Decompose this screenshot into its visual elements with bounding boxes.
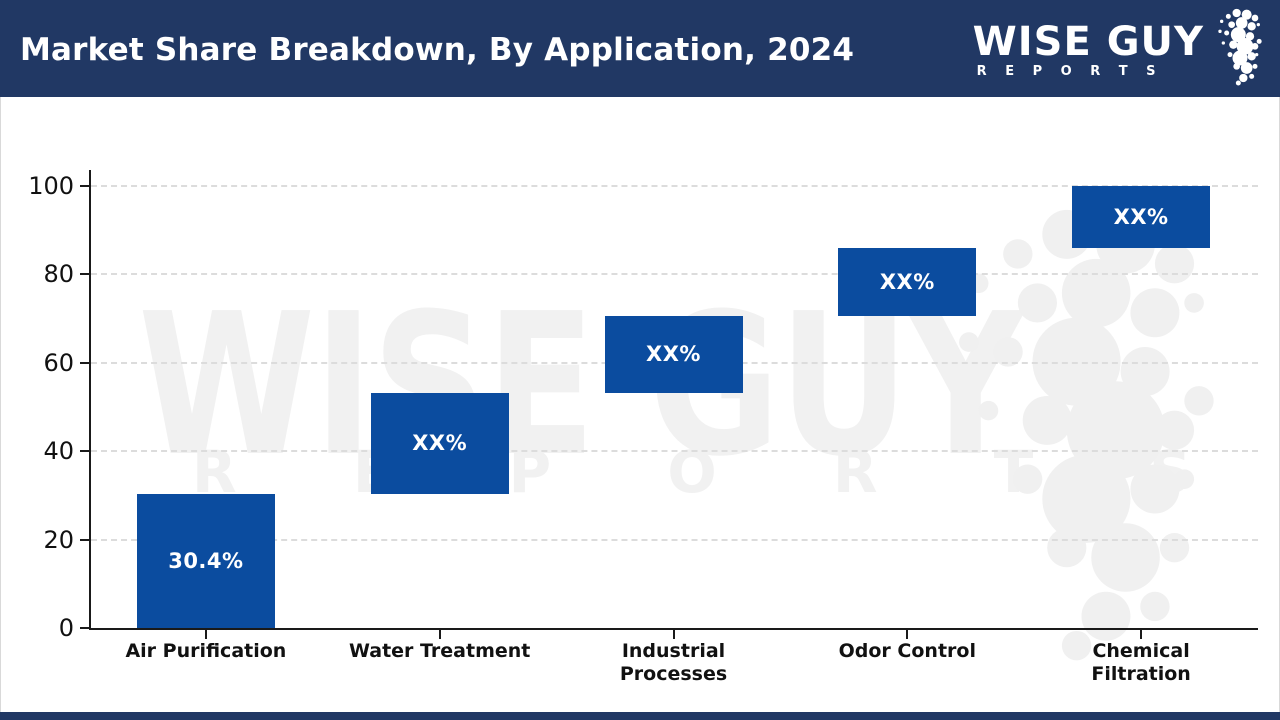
bar-value-label: XX%	[412, 431, 468, 456]
brand-logo: WISE GUY R E P O R T S	[973, 8, 1262, 92]
y-tick-label-80: 80	[43, 260, 74, 289]
y-tick-60	[80, 361, 89, 364]
footer-bar	[0, 712, 1280, 720]
bar-segment: XX%	[604, 315, 743, 393]
x-axis-line	[89, 628, 1258, 630]
bar-segment: 30.4%	[136, 493, 275, 628]
bar-segment: XX%	[1072, 185, 1211, 248]
plot-area: 30.4% XX% XX% XX% XX%	[89, 170, 1258, 628]
watermark-dotted-head-icon	[862, 205, 1252, 679]
header-bar: Market Share Breakdown, By Application, …	[0, 0, 1280, 97]
bar-value-label: XX%	[646, 342, 701, 367]
gridline-100	[91, 184, 1258, 187]
gridline-40	[91, 450, 1258, 453]
x-category-label: Air Purification	[125, 640, 287, 662]
bar-segment: XX%	[838, 247, 977, 316]
x-tick-2	[672, 630, 675, 639]
y-tick-label-100: 100	[28, 171, 74, 200]
chart-title: Market Share Breakdown, By Application, …	[20, 32, 855, 68]
x-tick-0	[204, 630, 207, 639]
bar-value-label: 30.4%	[168, 548, 244, 573]
gridline-80	[91, 273, 1258, 276]
y-tick-label-0: 0	[58, 614, 74, 642]
dotted-head-profile-icon	[1208, 8, 1262, 92]
x-category-label: Chemical Filtration	[1091, 640, 1191, 685]
y-tick-20	[80, 538, 89, 541]
x-category-label: Odor Control	[838, 640, 976, 662]
brand-logo-text: WISE GUY R E P O R T S	[973, 21, 1204, 79]
y-tick-0	[80, 627, 89, 629]
bar-value-label: XX%	[879, 269, 935, 294]
bar-segment: XX%	[370, 392, 509, 494]
bar-value-label: XX%	[1113, 204, 1169, 229]
x-tick-1	[438, 630, 441, 639]
x-tick-4	[1140, 630, 1143, 639]
x-tick-3	[906, 630, 909, 639]
y-tick-label-40: 40	[43, 437, 74, 466]
x-category-label: Water Treatment	[348, 640, 531, 662]
y-tick-label-60: 60	[43, 348, 74, 377]
gridline-20	[91, 538, 1258, 541]
y-tick-40	[80, 450, 89, 453]
y-tick-label-20: 20	[43, 525, 74, 554]
x-category-label: Industrial Processes	[619, 640, 728, 685]
y-tick-80	[80, 273, 89, 276]
brand-name: WISE GUY	[972, 19, 1204, 65]
y-tick-100	[80, 184, 89, 187]
y-axis-line	[89, 170, 91, 630]
brand-subtitle: R E P O R T S	[976, 64, 1163, 79]
